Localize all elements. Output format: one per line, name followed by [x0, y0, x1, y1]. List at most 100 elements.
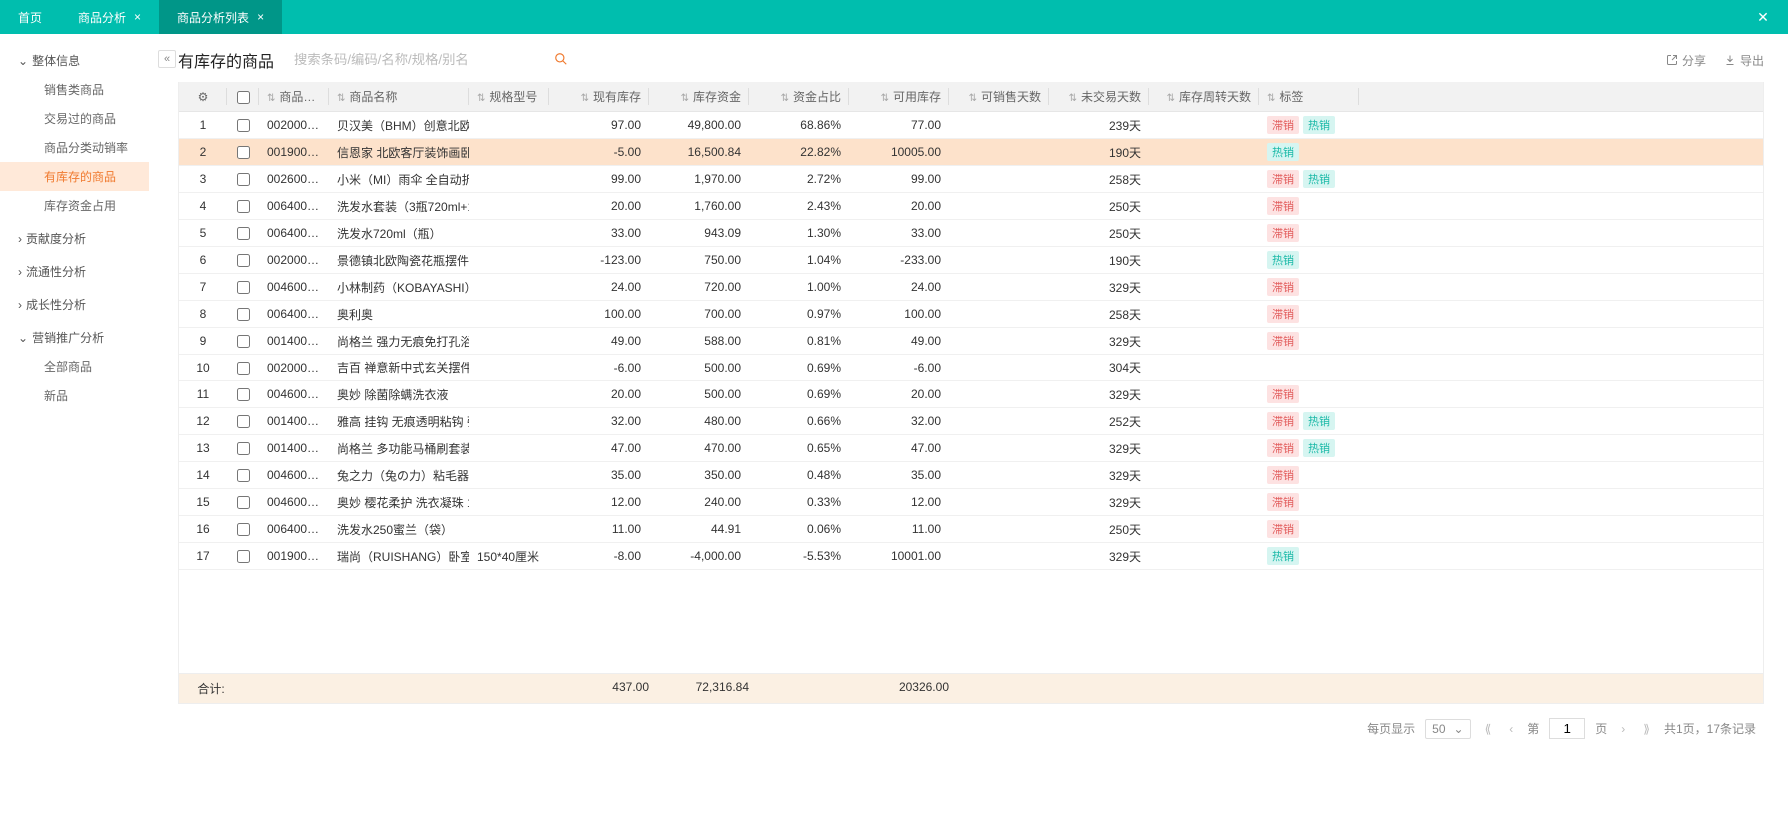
sidebar-item-0-1[interactable]: 交易过的商品: [0, 104, 149, 133]
chevron-right-icon: ›: [18, 298, 22, 312]
table-row[interactable]: 2001900…信恩家 北欧客厅装饰画卧室…-5.0016,500.8422.8…: [179, 139, 1763, 166]
cell-notrade: 252天: [1049, 408, 1149, 435]
col-header-pct[interactable]: ⇅资金占比: [749, 82, 849, 112]
col-header-salable[interactable]: ⇅可销售天数: [949, 82, 1049, 112]
row-checkbox[interactable]: [237, 119, 250, 132]
col-header-spec[interactable]: ⇅规格型号: [469, 82, 549, 112]
row-checkbox[interactable]: [237, 200, 250, 213]
sidebar-item-4-0[interactable]: 全部商品: [0, 352, 149, 381]
col-header-code[interactable]: ⇅商品…: [259, 82, 329, 112]
table-row[interactable]: 10002000…吉百 禅意新中式玄关摆件套…-6.00500.000.69%-…: [179, 355, 1763, 381]
cell-pct: -5.53%: [749, 543, 849, 570]
cell-notrade: 239天: [1049, 112, 1149, 139]
prev-page-button[interactable]: ‹: [1505, 722, 1517, 736]
table-row[interactable]: 12001400…雅高 挂钩 无痕透明粘钩 强…32.00480.000.66%…: [179, 408, 1763, 435]
sidebar-group-0[interactable]: ⌄整体信息: [0, 46, 149, 75]
sidebar-item-0-4[interactable]: 库存资金占用: [0, 191, 149, 220]
share-label: 分享: [1682, 52, 1706, 69]
sidebar-item-0-2[interactable]: 商品分类动销率: [0, 133, 149, 162]
col-header-idx[interactable]: ⚙: [179, 82, 227, 112]
tab-1[interactable]: 商品分析×: [60, 0, 159, 34]
row-checkbox[interactable]: [237, 388, 250, 401]
cell-stock: -8.00: [549, 543, 649, 570]
first-page-button[interactable]: ⟪: [1481, 722, 1496, 736]
tab-2[interactable]: 商品分析列表×: [159, 0, 282, 34]
pagesize-select[interactable]: 50 ⌄: [1425, 719, 1470, 739]
row-checkbox[interactable]: [237, 281, 250, 294]
col-header-fund[interactable]: ⇅库存资金: [649, 82, 749, 112]
col-header-stock[interactable]: ⇅现有库存: [549, 82, 649, 112]
table-row[interactable]: 8006400…奥利奥100.00700.000.97%100.00258天滞销: [179, 301, 1763, 328]
next-page-button[interactable]: ›: [1617, 722, 1629, 736]
search-input[interactable]: [288, 48, 548, 72]
cell-stock: 32.00: [549, 408, 649, 435]
close-all-tabs-button[interactable]: ✕: [1746, 0, 1780, 34]
page-input[interactable]: [1549, 718, 1585, 739]
cell-chk: [227, 543, 259, 570]
sidebar-item-4-1[interactable]: 新品: [0, 381, 149, 410]
cell-pct: 0.65%: [749, 435, 849, 462]
cell-notrade: 258天: [1049, 301, 1149, 328]
cell-code: 006400…: [259, 220, 329, 247]
table-row[interactable]: 14004600…兔之力（兔の力）粘毛器粘…35.00350.000.48%35…: [179, 462, 1763, 489]
close-icon[interactable]: ×: [257, 11, 264, 23]
row-checkbox[interactable]: [237, 362, 250, 375]
cell-pct: 1.04%: [749, 247, 849, 274]
row-checkbox[interactable]: [237, 254, 250, 267]
table-row[interactable]: 9001400…尚格兰 强力无痕免打孔浴室…49.00588.000.81%49…: [179, 328, 1763, 355]
select-all-checkbox[interactable]: [237, 91, 250, 104]
col-header-turn[interactable]: ⇅库存周转天数: [1149, 82, 1259, 112]
table-row[interactable]: 1002000…贝汉美（BHM）创意北欧…97.0049,800.0068.86…: [179, 112, 1763, 139]
row-checkbox[interactable]: [237, 442, 250, 455]
col-header-notrade[interactable]: ⇅未交易天数: [1049, 82, 1149, 112]
search-icon[interactable]: [554, 52, 568, 69]
table-row[interactable]: 11004600…奥妙 除菌除螨洗衣液20.00500.000.69%20.00…: [179, 381, 1763, 408]
cell-salable: [949, 435, 1049, 462]
row-checkbox[interactable]: [237, 415, 250, 428]
table-row[interactable]: 13001400…尚格兰 多功能马桶刷套装 无…47.00470.000.65%…: [179, 435, 1763, 462]
table-row[interactable]: 3002600…小米（MI）雨伞 全自动折叠…99.001,970.002.72…: [179, 166, 1763, 193]
share-button[interactable]: 分享: [1666, 52, 1706, 69]
row-checkbox[interactable]: [237, 335, 250, 348]
cell-name: 尚格兰 多功能马桶刷套装 无…: [329, 435, 469, 462]
col-header-chk[interactable]: [227, 82, 259, 112]
cell-code: 004600…: [259, 381, 329, 408]
last-page-button[interactable]: ⟫: [1639, 722, 1654, 736]
row-checkbox[interactable]: [237, 227, 250, 240]
row-checkbox[interactable]: [237, 146, 250, 159]
cell-stock: 49.00: [549, 328, 649, 355]
table-row[interactable]: 17001900…瑞尚（RUISHANG）卧室床…150*40厘米-8.00-4…: [179, 543, 1763, 570]
row-checkbox[interactable]: [237, 308, 250, 321]
cell-fund: 16,500.84: [649, 139, 749, 166]
table-row[interactable]: 6002000…景德镇北欧陶瓷花瓶摆件 优…-123.00750.001.04%…: [179, 247, 1763, 274]
table-row[interactable]: 4006400…洗发水套装（3瓶720ml+11…20.001,760.002.…: [179, 193, 1763, 220]
sidebar-item-0-0[interactable]: 销售类商品: [0, 75, 149, 104]
row-checkbox[interactable]: [237, 469, 250, 482]
col-header-name[interactable]: ⇅商品名称: [329, 82, 469, 112]
row-checkbox[interactable]: [237, 173, 250, 186]
cell-name: 信恩家 北欧客厅装饰画卧室…: [329, 139, 469, 166]
sidebar-group-2[interactable]: ›流通性分析: [0, 257, 149, 286]
table-row[interactable]: 15004600…奥妙 樱花柔护 洗衣凝珠 10…12.00240.000.33…: [179, 489, 1763, 516]
cell-tags: 热销: [1259, 543, 1359, 570]
sidebar-group-1[interactable]: ›贡献度分析: [0, 224, 149, 253]
table-scroll[interactable]: ⚙ ⇅商品…⇅商品名称⇅规格型号⇅现有库存⇅库存资金⇅资金占比⇅可用库存⇅可销售天…: [178, 82, 1764, 674]
tab-0[interactable]: 首页: [0, 0, 60, 34]
sidebar-item-0-3[interactable]: 有库存的商品: [0, 162, 149, 191]
col-header-tags[interactable]: ⇅标签: [1259, 82, 1359, 112]
sidebar-group-4[interactable]: ⌄营销推广分析: [0, 323, 149, 352]
row-checkbox[interactable]: [237, 496, 250, 509]
cell-pct: 0.69%: [749, 355, 849, 381]
close-icon[interactable]: ×: [134, 11, 141, 23]
table-row[interactable]: 7004600…小林制药（KOBAYASHI）E…24.00720.001.00…: [179, 274, 1763, 301]
cell-tags: 热销: [1259, 139, 1359, 166]
row-checkbox[interactable]: [237, 550, 250, 563]
sidebar-group-3[interactable]: ›成长性分析: [0, 290, 149, 319]
col-header-avail[interactable]: ⇅可用库存: [849, 82, 949, 112]
export-button[interactable]: 导出: [1724, 52, 1764, 69]
table-row[interactable]: 5006400…洗发水720ml（瓶）33.00943.091.30%33.00…: [179, 220, 1763, 247]
gear-icon[interactable]: ⚙: [198, 90, 209, 104]
table-row[interactable]: 16006400…洗发水250蜜兰（袋）11.0044.910.06%11.00…: [179, 516, 1763, 543]
row-checkbox[interactable]: [237, 523, 250, 536]
cell-stock: 47.00: [549, 435, 649, 462]
